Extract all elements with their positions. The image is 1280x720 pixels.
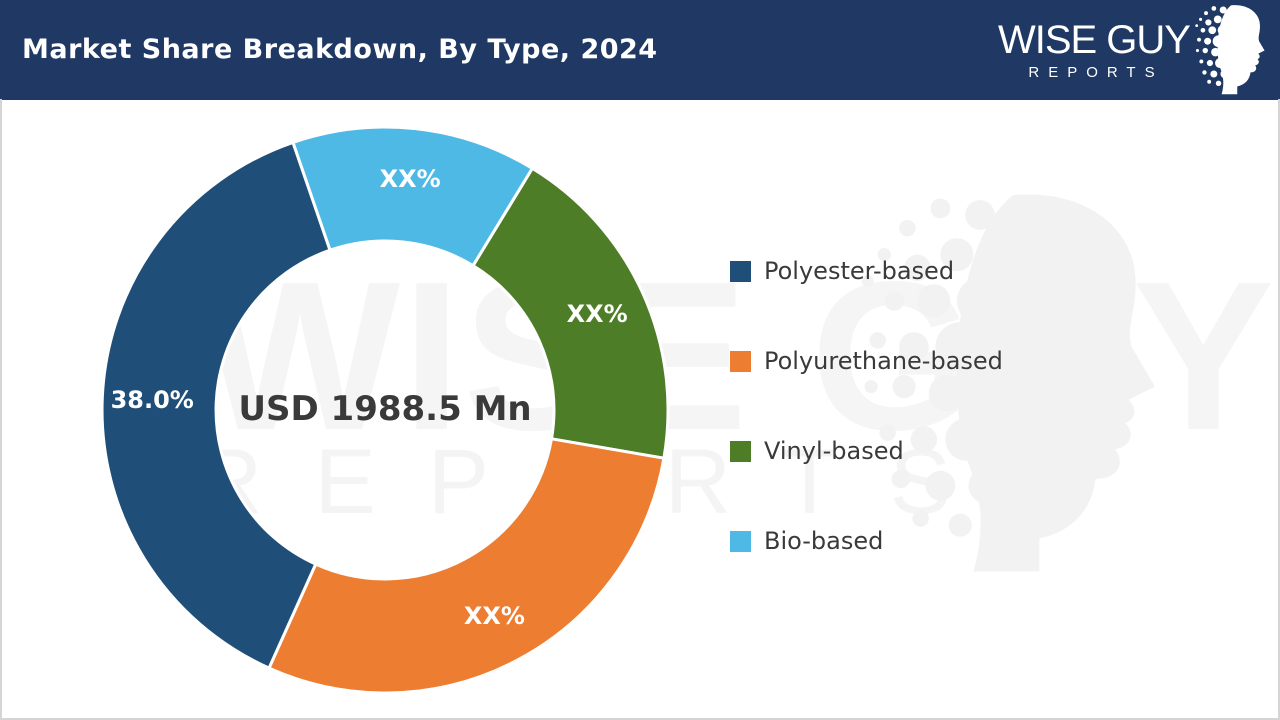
donut-segment-labels: XX% XX% XX% 38.0% [111, 165, 628, 630]
legend-swatch-polyurethane-based [730, 350, 751, 372]
legend-swatch-polyester-based [730, 260, 751, 282]
segment-label-bio-based: XX% [380, 165, 441, 193]
segment-label-polyester-based: 38.0% [111, 386, 194, 414]
legend-label-polyurethane-based: Polyurethane-based [764, 347, 1003, 375]
legend-label-vinyl-based: Vinyl-based [764, 437, 904, 465]
donut-segment-polyester-based [100, 140, 332, 670]
donut-center-value: USD 1988.5 Mn [238, 389, 531, 429]
page-title: Market Share Breakdown, By Type, 2024 [22, 33, 658, 65]
header: Market Share Breakdown, By Type, 2024 WI… [0, 0, 1280, 100]
logo-head-icon [1195, 5, 1265, 95]
logo-subtext: REPORTS [1028, 63, 1164, 81]
donut-segments [100, 125, 670, 695]
logo-wordmark: WISE GUY [997, 17, 1191, 62]
legend-item-polyurethane-based: Polyurethane-based [730, 346, 1003, 376]
legend-item-bio-based: Bio-based [730, 526, 1003, 556]
donut-segment-polyurethane-based [267, 437, 666, 695]
legend-swatch-bio-based [730, 530, 751, 552]
legend-swatch-vinyl-based [730, 440, 751, 462]
wise-guy-logo: WISE GUY REPORTS [998, 4, 1270, 96]
chart-canvas: WISE GUY REPORTS XX%XX%XX%38.0% USD 1988… [0, 100, 1280, 720]
chart-legend: Polyester-based Polyurethane-based Vinyl-b… [730, 256, 1003, 556]
legend-label-bio-based: Bio-based [764, 527, 884, 555]
donut-segment-vinyl-based [471, 166, 670, 460]
legend-item-polyester-based: Polyester-based [730, 256, 1003, 286]
legend-item-vinyl-based: Vinyl-based [730, 436, 1003, 466]
donut-chart: XX% XX% XX% 38.0% USD 1988.5 Mn [100, 125, 670, 695]
legend-label-polyester-based: Polyester-based [764, 257, 955, 285]
segment-label-polyurethane-based: XX% [464, 602, 525, 630]
segment-label-vinyl-based: XX% [567, 300, 628, 328]
